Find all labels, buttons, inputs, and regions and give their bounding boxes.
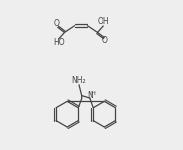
Text: H: H [91,92,96,96]
Text: NH₂: NH₂ [71,76,86,85]
Text: HO: HO [53,39,65,48]
Text: O: O [54,20,60,28]
Text: OH: OH [97,17,109,26]
Text: O: O [102,36,108,45]
Text: N: N [88,91,93,100]
